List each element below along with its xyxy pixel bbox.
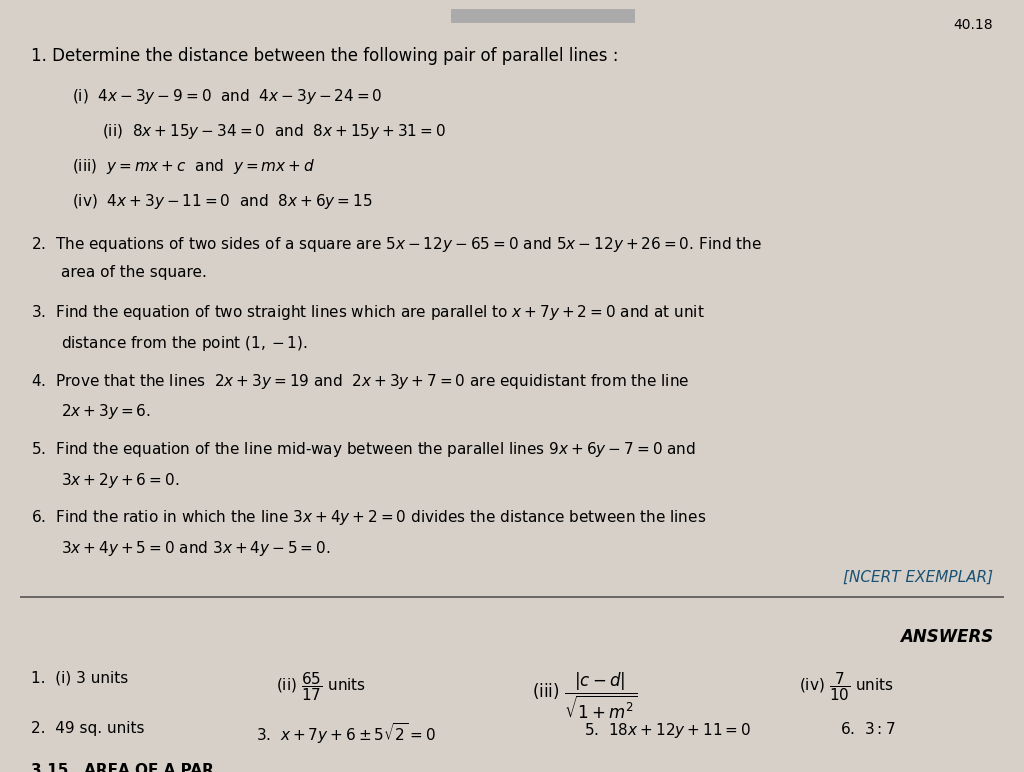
Text: (iv) $\dfrac{7}{10}$ units: (iv) $\dfrac{7}{10}$ units bbox=[799, 670, 894, 703]
Text: 2.  The equations of two sides of a square are $5x-12y-65=0$ and $5x-12y+26=0$. : 2. The equations of two sides of a squar… bbox=[31, 235, 762, 253]
Text: 40.18: 40.18 bbox=[953, 19, 993, 32]
Text: (iii) $\dfrac{|c-d|}{\sqrt{1+m^2}}$: (iii) $\dfrac{|c-d|}{\sqrt{1+m^2}}$ bbox=[532, 670, 638, 721]
Text: 6.  Find the ratio in which the line $3x+4y+2=0$ divides the distance between th: 6. Find the ratio in which the line $3x+… bbox=[31, 509, 706, 527]
Text: 3.  $x+7y+6\pm5\sqrt{2}=0$: 3. $x+7y+6\pm5\sqrt{2}=0$ bbox=[256, 721, 436, 746]
Text: $3x+2y+6=0$.: $3x+2y+6=0$. bbox=[61, 471, 179, 489]
Text: $3x+4y+5=0$ and $3x+4y-5=0$.: $3x+4y+5=0$ and $3x+4y-5=0$. bbox=[61, 539, 331, 558]
Text: 1.  (i) 3 units: 1. (i) 3 units bbox=[31, 670, 128, 686]
Text: distance from the point $(1,-1)$.: distance from the point $(1,-1)$. bbox=[61, 334, 308, 353]
Text: (ii) $\dfrac{65}{17}$ units: (ii) $\dfrac{65}{17}$ units bbox=[276, 670, 367, 703]
Text: 6.  $3:7$: 6. $3:7$ bbox=[840, 721, 895, 737]
Text: 5.  Find the equation of the line mid-way between the parallel lines $9x+6y-7=0$: 5. Find the equation of the line mid-way… bbox=[31, 440, 695, 459]
Text: 5.  $18x+12y+11=0$: 5. $18x+12y+11=0$ bbox=[584, 721, 751, 740]
Text: 2.  49 sq. units: 2. 49 sq. units bbox=[31, 721, 144, 736]
Text: ANSWERS: ANSWERS bbox=[900, 628, 993, 646]
Text: (ii)  $8x+15y-34=0$  and  $8x+15y+31=0$: (ii) $8x+15y-34=0$ and $8x+15y+31=0$ bbox=[102, 123, 446, 141]
Text: 1. Determine the distance between the following pair of parallel lines :: 1. Determine the distance between the fo… bbox=[31, 47, 618, 66]
Text: (iv)  $4x+3y-11=0$  and  $8x+6y=15$: (iv) $4x+3y-11=0$ and $8x+6y=15$ bbox=[72, 192, 373, 212]
Text: (iii)  $y=mx+c$  and  $y=mx+d$: (iii) $y=mx+c$ and $y=mx+d$ bbox=[72, 157, 315, 176]
Text: $2x+3y=6$.: $2x+3y=6$. bbox=[61, 402, 152, 421]
Text: (i)  $4x-3y-9=0$  and  $4x-3y-24=0$: (i) $4x-3y-9=0$ and $4x-3y-24=0$ bbox=[72, 87, 382, 107]
Text: 4.  Prove that the lines  $2x+3y=19$ and  $2x+3y+7=0$ are equidistant from the l: 4. Prove that the lines $2x+3y=19$ and $… bbox=[31, 371, 689, 391]
Text: 3.15   AREA OF A PAR: 3.15 AREA OF A PAR bbox=[31, 764, 214, 772]
Text: area of the square.: area of the square. bbox=[61, 265, 207, 280]
Text: 3.  Find the equation of two straight lines which are parallel to $x+7y+2=0$ and: 3. Find the equation of two straight lin… bbox=[31, 303, 705, 322]
Text: [NCERT EXEMPLAR]: [NCERT EXEMPLAR] bbox=[843, 570, 993, 584]
